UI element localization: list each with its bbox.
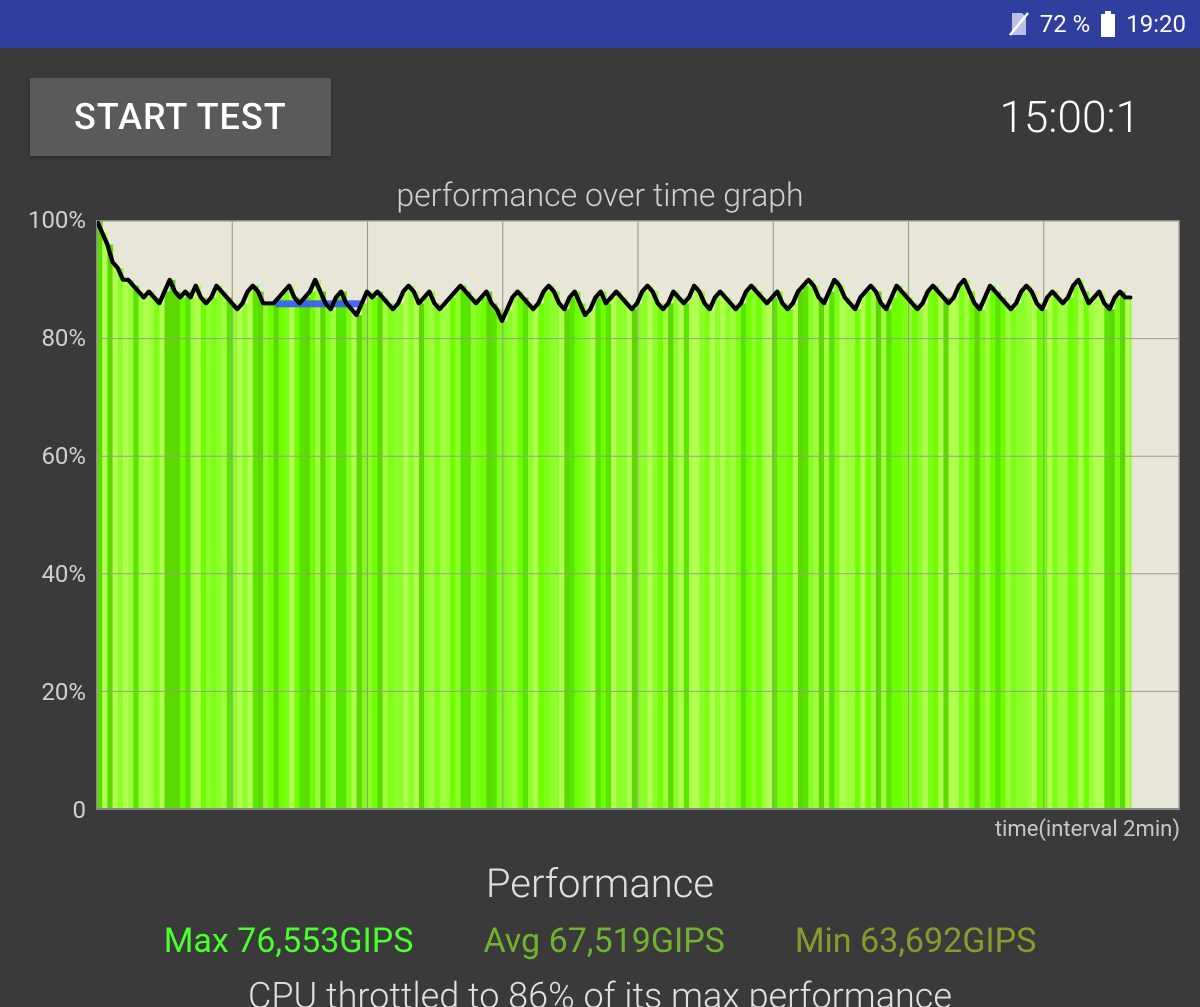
app-content: START TEST 15:00:1 performance over time… xyxy=(0,48,1200,1007)
header: START TEST 15:00:1 xyxy=(0,48,1200,166)
start-test-button[interactable]: START TEST xyxy=(30,78,331,156)
performance-heading: Performance xyxy=(0,860,1200,907)
perf-max: Max 76,553GIPS xyxy=(164,921,414,961)
perf-avg: Avg 67,519GIPS xyxy=(483,921,724,961)
y-tick-label: 100% xyxy=(28,206,86,234)
chart-title: performance over time graph xyxy=(0,176,1200,214)
y-tick-label: 20% xyxy=(41,678,86,706)
battery-icon xyxy=(1100,11,1116,37)
y-tick-label: 40% xyxy=(41,560,86,588)
y-tick-label: 0 xyxy=(73,796,87,824)
y-tick-label: 60% xyxy=(41,442,86,470)
timer: 15:00:1 xyxy=(999,91,1170,143)
status-bar: 72 % 19:20 xyxy=(0,0,1200,48)
plot-area xyxy=(96,220,1180,810)
perf-min: Min 63,692GIPS xyxy=(795,921,1036,961)
y-axis-labels: 020%40%60%80%100% xyxy=(20,220,92,810)
status-clock: 19:20 xyxy=(1126,10,1186,38)
chart: 020%40%60%80%100% time(interval 2min) xyxy=(20,220,1180,840)
throttle-text: CPU throttled to 86% of its max performa… xyxy=(0,975,1200,1007)
battery-pct: 72 % xyxy=(1040,10,1091,38)
performance-block: Performance Max 76,553GIPS Avg 67,519GIP… xyxy=(0,860,1200,1007)
performance-stats: Max 76,553GIPS Avg 67,519GIPS Min 63,692… xyxy=(0,921,1200,961)
y-tick-label: 80% xyxy=(41,324,86,352)
no-sim-icon xyxy=(1008,11,1030,37)
x-axis-caption: time(interval 2min) xyxy=(995,817,1180,842)
